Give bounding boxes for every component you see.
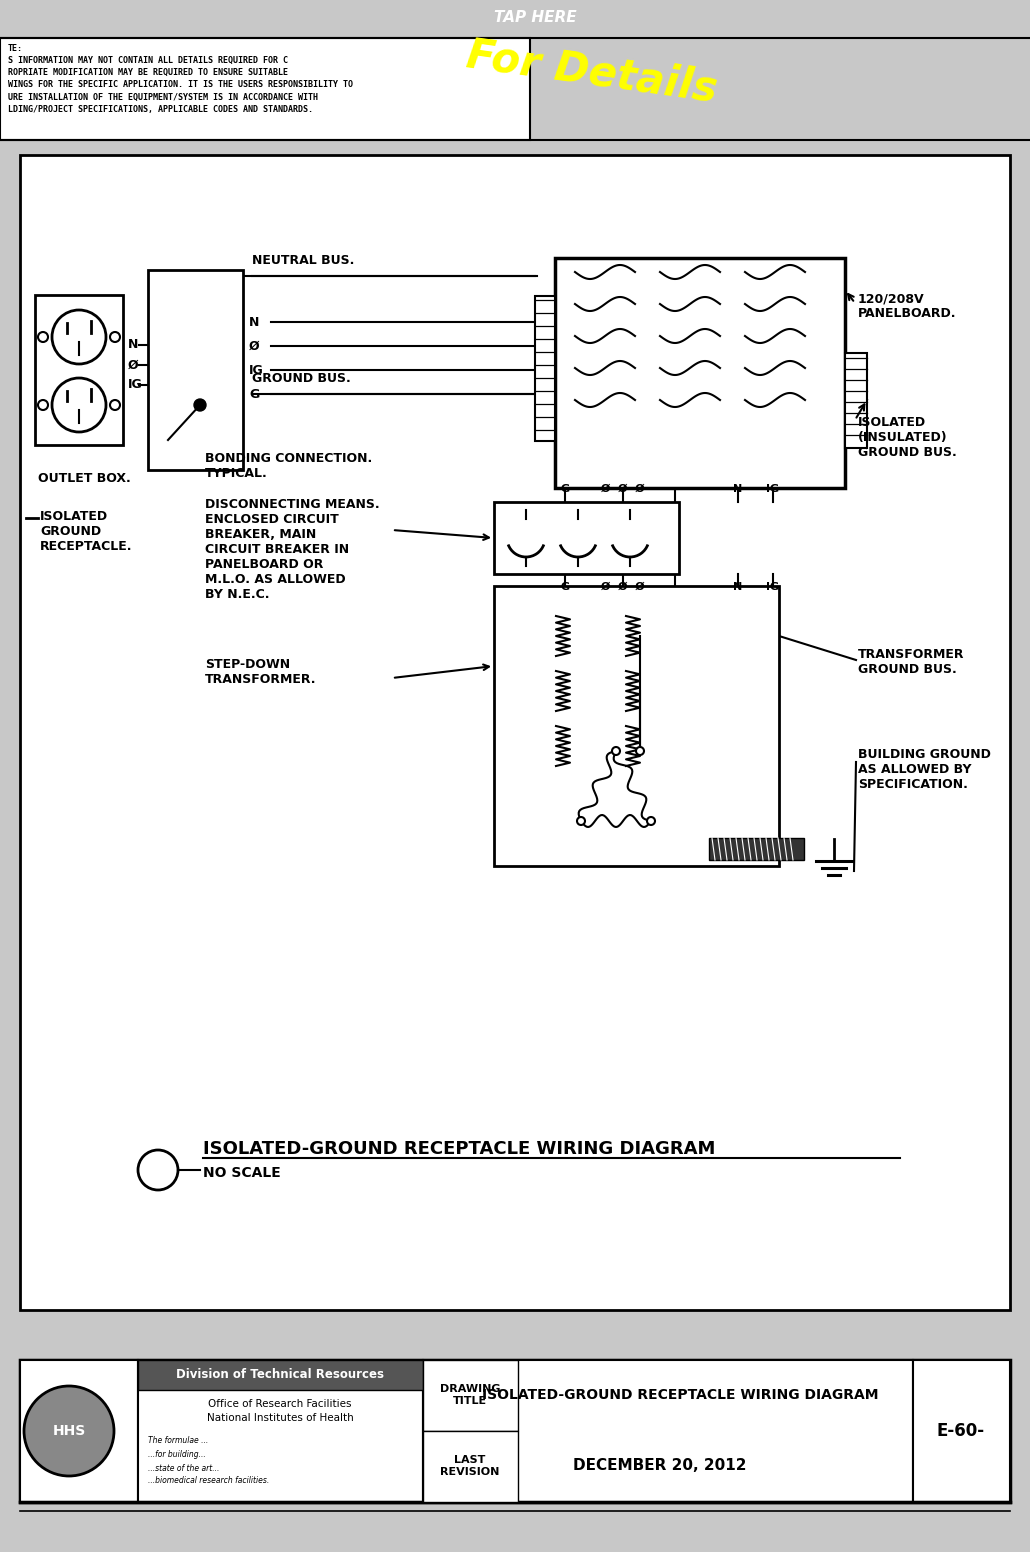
Bar — [148, 270, 243, 470]
Text: N: N — [733, 484, 743, 494]
Bar — [423, 1360, 518, 1431]
Text: ISOLATED
(INSULATED)
GROUND BUS.: ISOLATED (INSULATED) GROUND BUS. — [858, 416, 957, 459]
Circle shape — [194, 399, 206, 411]
Text: OUTLET BOX.: OUTLET BOX. — [38, 472, 131, 484]
Text: G: G — [560, 484, 570, 494]
Bar — [138, 1360, 423, 1391]
Text: Ø: Ø — [128, 359, 139, 371]
Bar — [138, 1360, 423, 1502]
Circle shape — [647, 816, 655, 826]
Text: BONDING CONNECTION.
TYPICAL.: BONDING CONNECTION. TYPICAL. — [205, 452, 372, 480]
Text: ...for building...: ...for building... — [148, 1450, 206, 1459]
Bar — [20, 1360, 1010, 1502]
Text: GROUND BUS.: GROUND BUS. — [252, 372, 351, 385]
Text: Division of Technical Resources: Division of Technical Resources — [176, 1369, 384, 1381]
Bar — [535, 296, 555, 441]
Bar — [709, 838, 804, 860]
Text: N: N — [733, 582, 743, 591]
Text: E-60-: E-60- — [937, 1422, 985, 1440]
Text: TRANSFORMER
GROUND BUS.: TRANSFORMER GROUND BUS. — [858, 649, 964, 677]
Circle shape — [24, 1386, 114, 1476]
Text: ISOLATED-GROUND RECEPTACLE WIRING DIAGRAM: ISOLATED-GROUND RECEPTACLE WIRING DIAGRA… — [482, 1387, 879, 1401]
Text: ISOLATED-GROUND RECEPTACLE WIRING DIAGRAM: ISOLATED-GROUND RECEPTACLE WIRING DIAGRA… — [203, 1141, 716, 1158]
Text: STEP-DOWN
TRANSFORMER.: STEP-DOWN TRANSFORMER. — [205, 658, 316, 686]
Text: N: N — [128, 338, 138, 351]
Text: DRAWING
TITLE: DRAWING TITLE — [440, 1384, 501, 1406]
Text: National Institutes of Health: National Institutes of Health — [207, 1412, 353, 1423]
Text: NO SCALE: NO SCALE — [203, 1166, 281, 1180]
Text: DISCONNECTING MEANS.
ENCLOSED CIRCUIT
BREAKER, MAIN
CIRCUIT BREAKER IN
PANELBOAR: DISCONNECTING MEANS. ENCLOSED CIRCUIT BR… — [205, 498, 380, 601]
Bar — [423, 1431, 518, 1502]
Text: IG: IG — [766, 484, 780, 494]
Text: TE:
S INFORMATION MAY NOT CONTAIN ALL DETAILS REQUIRED FOR C
ROPRIATE MODIFICATI: TE: S INFORMATION MAY NOT CONTAIN ALL DE… — [8, 43, 353, 113]
Text: IG: IG — [766, 582, 780, 591]
Text: ...state of the art...: ...state of the art... — [148, 1464, 219, 1473]
Bar — [20, 1360, 138, 1502]
Bar — [555, 258, 845, 487]
Text: G: G — [249, 388, 260, 400]
Bar — [423, 1360, 913, 1502]
Bar — [20, 155, 1010, 1310]
Circle shape — [612, 747, 620, 754]
Circle shape — [577, 816, 585, 826]
Bar — [0, 37, 530, 140]
Bar — [845, 352, 867, 449]
Text: HHS: HHS — [53, 1425, 85, 1439]
Text: DECEMBER 20, 2012: DECEMBER 20, 2012 — [574, 1459, 747, 1473]
Text: G: G — [560, 582, 570, 591]
Text: ...biomedical research facilities.: ...biomedical research facilities. — [148, 1476, 269, 1485]
Text: BUILDING GROUND
AS ALLOWED BY
SPECIFICATION.: BUILDING GROUND AS ALLOWED BY SPECIFICAT… — [858, 748, 991, 792]
Text: 120/208V
PANELBOARD.: 120/208V PANELBOARD. — [858, 292, 957, 320]
Text: Ø  Ø  Ø: Ø Ø Ø — [602, 484, 645, 494]
Bar — [35, 295, 123, 445]
Text: The formulae ...: The formulae ... — [148, 1436, 208, 1445]
Text: For Details: For Details — [464, 34, 720, 110]
Text: NEUTRAL BUS.: NEUTRAL BUS. — [252, 255, 354, 267]
Text: N: N — [249, 315, 260, 329]
Bar — [494, 587, 779, 866]
Bar — [494, 501, 679, 574]
Circle shape — [636, 747, 644, 754]
Text: Ø: Ø — [249, 340, 260, 352]
Bar — [913, 1360, 1010, 1502]
Text: IG: IG — [249, 363, 264, 377]
Text: Ø  Ø  Ø: Ø Ø Ø — [602, 582, 645, 591]
Text: Office of Research Facilities: Office of Research Facilities — [208, 1398, 352, 1409]
Text: ISOLATED
GROUND
RECEPTACLE.: ISOLATED GROUND RECEPTACLE. — [40, 511, 133, 553]
Text: IG: IG — [128, 379, 143, 391]
Text: TAP HERE: TAP HERE — [493, 11, 577, 25]
Text: LAST
REVISION: LAST REVISION — [440, 1456, 500, 1478]
